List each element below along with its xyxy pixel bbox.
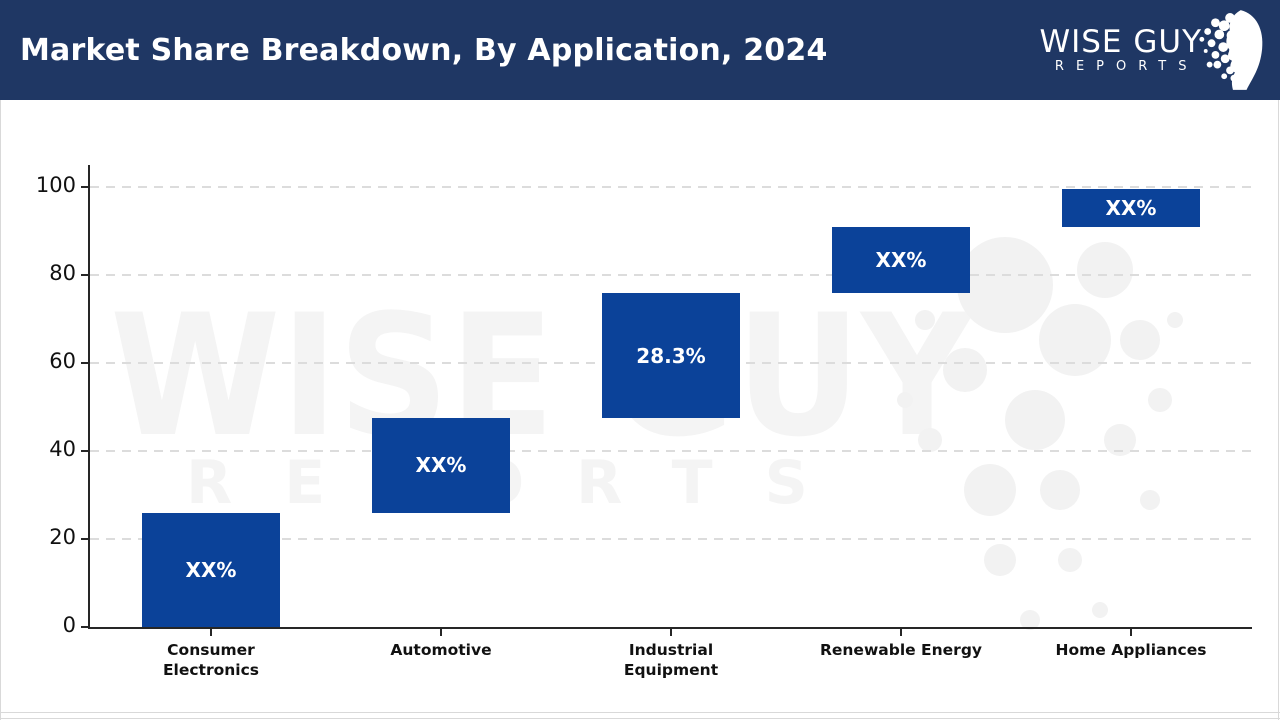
y-tick-label-20: 20: [49, 525, 76, 549]
bar-renewable-energy: XX%: [832, 226, 970, 294]
logo-text: WISE GUY REPORTS: [1039, 25, 1202, 75]
x-label-2: Industrial Equipment: [623, 641, 719, 679]
x-label-0: Consumer Electronics: [162, 641, 260, 679]
y-tick-label-100: 100: [35, 173, 76, 197]
wise-guy-logo: WISE GUY REPORTS: [1039, 7, 1266, 93]
x-tick-1: [440, 629, 442, 636]
gridline-80: [90, 274, 1252, 276]
x-label-1: Automotive: [390, 641, 492, 659]
y-tick-100: [81, 186, 88, 188]
gridline-100: [90, 186, 1252, 188]
header-bar: Market Share Breakdown, By Application, …: [0, 0, 1280, 100]
bar-value-label: XX%: [1105, 195, 1157, 220]
bar-value-label: XX%: [875, 248, 927, 273]
x-axis-spine: [88, 627, 1252, 629]
bar-value-label: 28.3%: [636, 343, 706, 368]
y-tick-label-60: 60: [49, 349, 76, 373]
y-tick-20: [81, 538, 88, 540]
x-tick-2: [670, 629, 672, 636]
x-tick-4: [1130, 629, 1132, 636]
logo-subtitle: REPORTS: [1054, 59, 1199, 74]
x-tick-3: [900, 629, 902, 636]
page-title: Market Share Breakdown, By Application, …: [20, 32, 828, 68]
x-tick-0: [210, 629, 212, 636]
y-tick-label-80: 80: [49, 261, 76, 285]
y-tick-40: [81, 450, 88, 452]
y-tick-80: [81, 274, 88, 276]
y-tick-label-0: 0: [62, 613, 76, 637]
frame-bottom: [0, 718, 1280, 719]
x-label-4: Home Appliances: [1055, 641, 1207, 659]
y-axis-spine: [88, 165, 90, 629]
bar-value-label: XX%: [415, 453, 467, 478]
face-profile-icon: [1199, 10, 1263, 90]
x-label-3: Renewable Energy: [819, 641, 983, 659]
y-tick-60: [81, 362, 88, 364]
gridline-20: [90, 538, 1252, 540]
bar-value-label: XX%: [185, 557, 237, 582]
bar-home-appliances: XX%: [1062, 188, 1200, 227]
bar-consumer-electronics: XX%: [142, 512, 280, 627]
frame-inner-bottom: [0, 712, 1280, 713]
logo-wordmark: WISE GUY: [1039, 24, 1202, 60]
y-tick-0: [81, 626, 88, 628]
y-tick-label-40: 40: [49, 437, 76, 461]
frame-right: [1278, 100, 1279, 720]
frame-left: [0, 100, 1, 720]
bar-industrial-equipment: 28.3%: [602, 293, 740, 418]
gridline-40: [90, 450, 1252, 452]
bar-automotive: XX%: [372, 418, 510, 513]
